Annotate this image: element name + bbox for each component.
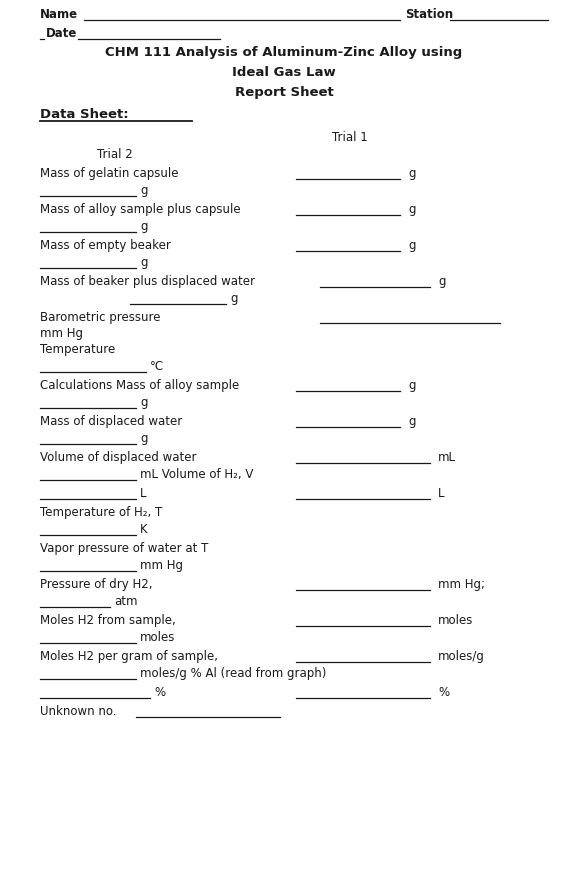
Text: Barometric pressure: Barometric pressure xyxy=(40,311,161,324)
Text: moles/g: moles/g xyxy=(438,650,485,663)
Text: Volume of displaced water: Volume of displaced water xyxy=(40,451,197,464)
Text: K: K xyxy=(140,523,148,536)
Text: Date: Date xyxy=(46,27,77,40)
Text: g: g xyxy=(408,379,416,392)
Text: g: g xyxy=(408,415,416,428)
Text: Trial 2: Trial 2 xyxy=(97,148,133,161)
Text: mm Hg: mm Hg xyxy=(40,327,83,340)
Text: Mass of empty beaker: Mass of empty beaker xyxy=(40,239,171,252)
Text: Mass of displaced water: Mass of displaced water xyxy=(40,415,182,428)
Text: Trial 1: Trial 1 xyxy=(332,131,368,144)
Text: g: g xyxy=(408,203,416,216)
Text: Station: Station xyxy=(405,8,453,21)
Text: g: g xyxy=(230,292,237,305)
Text: moles: moles xyxy=(140,631,176,644)
Text: Ideal Gas Law: Ideal Gas Law xyxy=(232,66,336,79)
Text: mm Hg;: mm Hg; xyxy=(438,578,485,591)
Text: Mass of alloy sample plus capsule: Mass of alloy sample plus capsule xyxy=(40,203,241,216)
Text: Vapor pressure of water at T: Vapor pressure of water at T xyxy=(40,542,208,555)
Text: g: g xyxy=(408,239,416,252)
Text: Name: Name xyxy=(40,8,78,21)
Text: %: % xyxy=(154,686,165,699)
Text: moles/g % Al (read from graph): moles/g % Al (read from graph) xyxy=(140,667,327,680)
Text: Moles H2 from sample,: Moles H2 from sample, xyxy=(40,614,176,627)
Text: °C: °C xyxy=(150,360,164,373)
Text: Moles H2 per gram of sample,: Moles H2 per gram of sample, xyxy=(40,650,218,663)
Text: Temperature of H₂, T: Temperature of H₂, T xyxy=(40,506,162,519)
Text: mL Volume of H₂, V: mL Volume of H₂, V xyxy=(140,468,253,481)
Text: g: g xyxy=(438,275,445,288)
Text: Mass of gelatin capsule: Mass of gelatin capsule xyxy=(40,167,178,180)
Text: L: L xyxy=(140,487,147,500)
Text: g: g xyxy=(140,432,148,445)
Text: Mass of beaker plus displaced water: Mass of beaker plus displaced water xyxy=(40,275,255,288)
Text: g: g xyxy=(140,184,148,197)
Text: Unknown no.: Unknown no. xyxy=(40,705,116,718)
Text: Report Sheet: Report Sheet xyxy=(235,86,333,99)
Text: Calculations Mass of alloy sample: Calculations Mass of alloy sample xyxy=(40,379,239,392)
Text: moles: moles xyxy=(438,614,473,627)
Text: L: L xyxy=(438,487,445,500)
Text: atm: atm xyxy=(114,595,137,608)
Text: %: % xyxy=(438,686,449,699)
Text: mL: mL xyxy=(438,451,456,464)
Text: Data Sheet:: Data Sheet: xyxy=(40,108,128,121)
Text: g: g xyxy=(140,220,148,233)
Text: g: g xyxy=(140,256,148,269)
Text: g: g xyxy=(140,396,148,409)
Text: mm Hg: mm Hg xyxy=(140,559,183,572)
Text: g: g xyxy=(408,167,416,180)
Text: Pressure of dry H2,: Pressure of dry H2, xyxy=(40,578,152,591)
Text: Temperature: Temperature xyxy=(40,343,115,356)
Text: CHM 111 Analysis of Aluminum-Zinc Alloy using: CHM 111 Analysis of Aluminum-Zinc Alloy … xyxy=(106,46,462,59)
